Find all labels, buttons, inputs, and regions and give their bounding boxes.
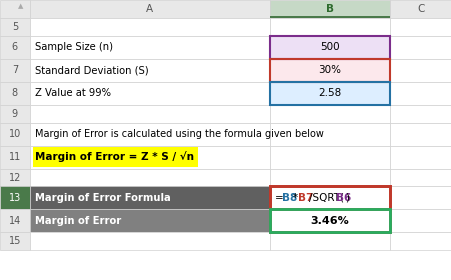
Text: ): )	[345, 193, 349, 203]
Bar	[389, 105, 451, 123]
Bar	[389, 82, 451, 105]
Text: 12: 12	[9, 172, 21, 183]
Bar	[389, 36, 451, 59]
Bar	[389, 232, 451, 250]
Bar	[269, 36, 389, 59]
Text: 2.58: 2.58	[318, 88, 341, 98]
Text: 6: 6	[12, 42, 18, 52]
Bar	[0, 123, 30, 146]
Bar	[0, 18, 30, 36]
Bar	[0, 0, 30, 18]
Bar	[30, 36, 269, 59]
Bar	[269, 82, 389, 105]
Bar	[269, 82, 389, 105]
Bar	[0, 59, 30, 82]
Bar	[389, 18, 451, 36]
Text: 11: 11	[9, 152, 21, 162]
Bar	[0, 209, 30, 232]
Text: 500: 500	[319, 42, 339, 52]
Bar	[30, 232, 269, 250]
Text: 10: 10	[9, 129, 21, 139]
Bar	[269, 36, 389, 59]
Bar	[269, 209, 389, 232]
Bar	[30, 82, 269, 105]
Bar	[269, 105, 389, 123]
Text: 14: 14	[9, 216, 21, 226]
Bar	[389, 123, 451, 146]
Bar	[389, 146, 451, 169]
Bar	[269, 186, 389, 209]
Bar	[269, 169, 389, 186]
Text: C: C	[416, 4, 423, 14]
Text: 13: 13	[9, 193, 21, 203]
Bar	[30, 186, 269, 209]
Text: 9: 9	[12, 109, 18, 119]
Bar	[389, 186, 451, 209]
Bar	[269, 59, 389, 82]
Text: Standard Deviation (S): Standard Deviation (S)	[35, 65, 148, 75]
Bar	[30, 169, 269, 186]
Bar	[30, 123, 269, 146]
Bar	[269, 16, 389, 18]
Bar	[389, 209, 451, 232]
Bar	[269, 146, 389, 169]
Bar	[389, 0, 451, 18]
Text: B8: B8	[281, 193, 296, 203]
Text: 3.46%: 3.46%	[310, 216, 348, 226]
Bar	[30, 146, 269, 169]
Bar	[30, 105, 269, 123]
Text: 5: 5	[12, 22, 18, 32]
Text: =: =	[275, 193, 283, 203]
Bar	[30, 18, 269, 36]
Bar	[269, 186, 389, 232]
Text: 8: 8	[12, 88, 18, 98]
Bar	[0, 169, 30, 186]
Bar	[269, 186, 389, 209]
Bar	[269, 232, 389, 250]
Text: Margin of Error: Margin of Error	[35, 216, 121, 226]
Text: Margin of Error = Z * S / √n: Margin of Error = Z * S / √n	[35, 152, 194, 162]
Bar	[0, 232, 30, 250]
Text: 30%: 30%	[318, 65, 341, 75]
Bar	[0, 146, 30, 169]
Bar	[0, 82, 30, 105]
Bar	[389, 59, 451, 82]
Bar	[269, 0, 389, 18]
Bar	[389, 169, 451, 186]
Text: Sample Size (n): Sample Size (n)	[35, 42, 113, 52]
Bar	[33, 147, 198, 167]
Text: B6: B6	[335, 193, 350, 203]
Text: ▲: ▲	[18, 3, 23, 9]
Bar	[0, 105, 30, 123]
Bar	[30, 59, 269, 82]
Text: /SQRT(: /SQRT(	[308, 193, 343, 203]
Text: 15: 15	[9, 236, 21, 246]
Text: B7: B7	[297, 193, 313, 203]
Text: Margin of Error is calculated using the formula given below: Margin of Error is calculated using the …	[35, 129, 323, 139]
Bar	[269, 209, 389, 232]
Bar	[269, 59, 389, 82]
Text: B: B	[325, 4, 333, 14]
Bar	[0, 186, 30, 209]
Text: A: A	[146, 4, 153, 14]
Text: Margin of Error Formula: Margin of Error Formula	[35, 193, 170, 203]
Text: Z Value at 99%: Z Value at 99%	[35, 88, 111, 98]
Bar	[30, 209, 269, 232]
Text: *: *	[292, 193, 297, 203]
Text: 7: 7	[12, 65, 18, 75]
Bar	[0, 36, 30, 59]
Bar	[269, 123, 389, 146]
Bar	[30, 0, 269, 18]
Bar	[269, 18, 389, 36]
